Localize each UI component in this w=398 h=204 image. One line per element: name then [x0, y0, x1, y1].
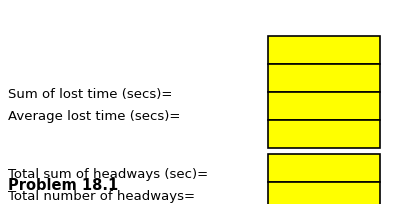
Text: Total number of headways=: Total number of headways= [8, 189, 195, 202]
Bar [268, 182, 380, 204]
Bar [268, 154, 380, 182]
Text: Sum of lost time (secs)=: Sum of lost time (secs)= [8, 88, 172, 101]
Text: Total sum of headways (sec)=: Total sum of headways (sec)= [8, 167, 208, 180]
Bar [268, 37, 380, 65]
Text: Problem 18.1: Problem 18.1 [8, 177, 118, 192]
Bar [268, 93, 380, 120]
Bar [268, 65, 380, 93]
Text: Average lost time (secs)=: Average lost time (secs)= [8, 110, 180, 122]
Bar [268, 120, 380, 148]
